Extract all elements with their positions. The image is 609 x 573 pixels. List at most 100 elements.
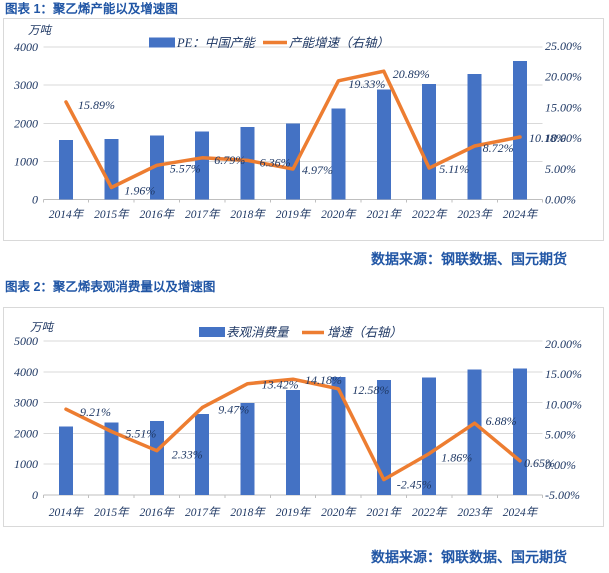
growth-line [64, 377, 522, 482]
right-axis-tick-label: 0.00% [545, 458, 576, 472]
left-axis-unit-label: 万吨 [28, 24, 52, 37]
right-axis-tick-label: 10.00% [545, 131, 582, 145]
bar [513, 61, 527, 200]
data-label: 6.88% [486, 414, 517, 428]
bar [240, 403, 255, 495]
right-axis-tick-label: -5.00% [545, 488, 580, 502]
bar [104, 138, 119, 200]
data-label: 9.21% [80, 405, 111, 419]
figure1-chart-area: 15.89% 1.96% 5.57% 6.79% 6.36% 4.97% 19.33% 20.… [3, 18, 604, 241]
year-label: 2014年 [49, 208, 85, 221]
year-label: 2020年 [321, 208, 357, 221]
data-label: 10.18% [529, 131, 566, 145]
data-label: 20.89% [393, 67, 430, 81]
bar [195, 413, 210, 495]
bar [422, 83, 437, 200]
year-label: 2016年 [140, 506, 176, 519]
year-label: 2019年 [276, 506, 312, 519]
data-label: 5.57% [170, 161, 201, 175]
left-axis-tick-label: 4000 [14, 40, 38, 54]
right-axis-tick-label: 0.00% [545, 193, 576, 207]
right-axis-tick-label: 15.00% [545, 100, 582, 114]
left-axis-tick-label: 2000 [14, 116, 38, 130]
right-axis-tick-label: 5.00% [545, 162, 576, 176]
figure2-chart-svg: 9.21% 5.51% 2.33% 9.47% 13.42% 14.18% 12.58% -2… [13, 321, 582, 519]
bar [240, 126, 255, 200]
figure1-caption: 图表 1：聚乙烯产能以及增速图 [5, 2, 178, 16]
left-axis-tick-label: 3000 [13, 396, 38, 410]
data-label: 9.47% [218, 403, 249, 417]
left-axis-tick-label: 1000 [14, 457, 38, 471]
figure2-caption: 图表 2：聚乙烯表观消费量以及增速图 [5, 280, 216, 294]
growth-line [64, 69, 522, 190]
left-axis-tick-label: 0 [32, 193, 38, 207]
year-label: 2018年 [230, 208, 266, 221]
left-axis-unit-label: 万吨 [30, 321, 54, 334]
left-axis-tick-label: 4000 [14, 365, 38, 379]
data-label: 14.18% [305, 373, 342, 387]
data-label: 12.58% [352, 383, 389, 397]
bar [513, 368, 527, 495]
year-label: 2023年 [457, 208, 493, 221]
bar [286, 123, 300, 200]
bar [195, 131, 210, 200]
bar [376, 89, 391, 200]
legend-line-label: 产能增速（右轴） [289, 36, 389, 50]
legend-bar-swatch [149, 37, 175, 48]
bar [104, 422, 119, 495]
bar [59, 426, 73, 495]
data-label: 2.33% [172, 448, 203, 462]
year-label: 2022年 [412, 506, 448, 519]
year-label: 2015年 [94, 506, 130, 519]
right-axis-tick-label: 20.00% [545, 70, 582, 84]
year-label: 2020年 [321, 506, 357, 519]
data-label: 8.72% [483, 141, 514, 155]
right-axis-tick-label: 10.00% [545, 397, 582, 411]
data-label: 13.42% [262, 378, 299, 392]
bar [422, 377, 437, 495]
data-label: -2.45% [397, 478, 432, 492]
bar [467, 73, 482, 200]
year-label: 2016年 [140, 208, 176, 221]
data-label: 1.96% [124, 183, 155, 197]
year-label: 2019年 [276, 208, 312, 221]
bar [59, 140, 73, 200]
right-axis-tick-label: 5.00% [545, 428, 576, 442]
legend-bar-label: PE：中国产能 [176, 36, 256, 50]
year-label: 2022年 [412, 208, 448, 221]
bar [286, 390, 300, 495]
data-label: 1.86% [441, 451, 472, 465]
legend-line-label: 增速（右轴） [327, 326, 402, 340]
bar [331, 376, 346, 495]
data-label: 4.97% [302, 163, 333, 177]
year-label: 2021年 [367, 506, 403, 519]
bar [149, 135, 164, 200]
legend-bar-label: 表观消费量 [226, 326, 290, 340]
left-axis-tick-label: 0 [32, 488, 38, 502]
year-label: 2015年 [94, 208, 130, 221]
year-label: 2014年 [49, 506, 85, 519]
data-label: 6.36% [260, 155, 291, 169]
data-label: 19.33% [348, 77, 385, 91]
data-label: 5.51% [125, 427, 156, 441]
right-axis-tick-label: 25.00% [545, 39, 582, 53]
data-label: 15.89% [78, 98, 115, 112]
left-axis-tick-label: 1000 [14, 154, 38, 168]
data-label: 5.11% [439, 162, 469, 176]
year-label: 2017年 [185, 506, 221, 519]
figure1-source: 数据来源：钢联数据、国元期货 [371, 251, 567, 267]
right-axis-tick-label: 20.00% [545, 337, 582, 351]
figure2-source: 数据来源：钢联数据、国元期货 [371, 549, 567, 565]
legend-bar-swatch [199, 327, 225, 337]
left-axis-tick-label: 2000 [14, 426, 38, 440]
data-label: 0.65% [524, 456, 555, 470]
year-label: 2021年 [367, 208, 403, 221]
year-label: 2023年 [457, 506, 493, 519]
bar [149, 420, 164, 495]
bar [376, 379, 391, 495]
bar [331, 108, 346, 200]
year-label: 2018年 [230, 506, 266, 519]
figure2-chart-area: 9.21% 5.51% 2.33% 9.47% 13.42% 14.18% 12.58% -2… [3, 307, 604, 527]
left-axis-tick-label: 5000 [14, 334, 38, 348]
